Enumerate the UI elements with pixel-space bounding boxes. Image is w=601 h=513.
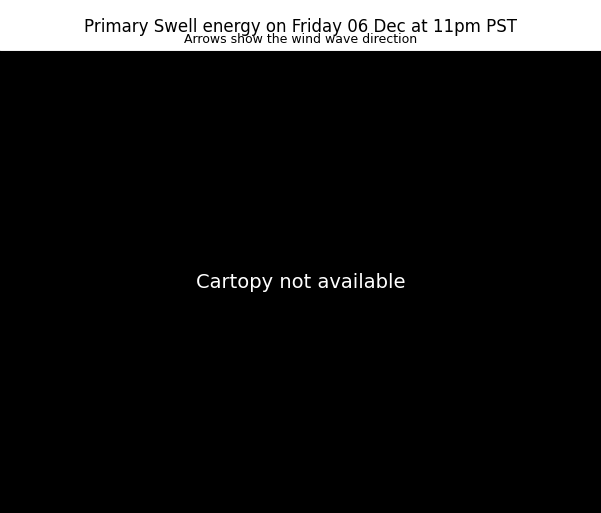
Text: Arrows show the wind wave direction: Arrows show the wind wave direction xyxy=(184,33,417,46)
Text: Primary Swell energy on Friday 06 Dec at 11pm PST: Primary Swell energy on Friday 06 Dec at… xyxy=(84,18,517,36)
Text: Cartopy not available: Cartopy not available xyxy=(196,272,405,292)
